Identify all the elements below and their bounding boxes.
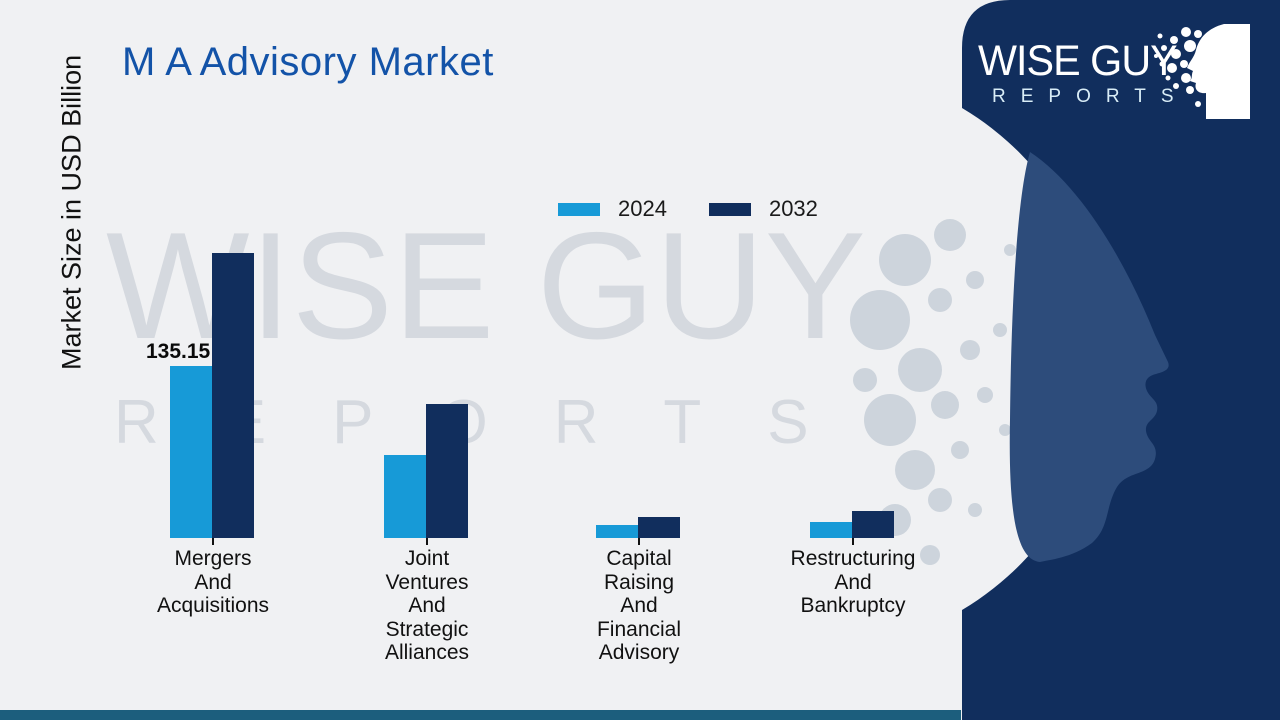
legend-swatch-2024 [558,202,600,216]
logo-title: WISE GUY [978,37,1178,85]
bar-mergers-2024 [170,366,212,538]
category-label-joint-ventures: Joint Ventures And Strategic Alliances [384,547,470,664]
wiseguy-logo: WISE GUY REPORTS [978,37,1189,107]
bar-value-label: 135.15 [146,340,211,363]
face-silhouette [1009,152,1169,562]
logo-subtitle: REPORTS [992,86,1189,107]
x-axis-tick [638,538,640,545]
bar-joint-ventures-2032 [426,404,468,538]
x-axis-tick [212,538,214,545]
bar-mergers-2032 [212,253,254,538]
category-label-mergers: Mergers And Acquisitions [156,547,270,617]
logo-face-icon [1154,24,1250,119]
bar-restructuring-2032 [852,511,894,538]
x-axis-tick [852,538,854,545]
bar-restructuring-2024 [810,522,852,538]
watermark-dot-face [850,219,1016,565]
bar-capital-raising-2024 [596,525,638,538]
category-label-capital-raising: Capital Raising And Financial Advisory [596,547,682,664]
bar-capital-raising-2032 [638,517,680,538]
category-label-restructuring: Restructuring And Bankruptcy [790,547,916,617]
legend-swatch-2032 [708,202,751,216]
bar-joint-ventures-2024 [384,455,426,538]
legend-label-2024: 2024 [618,196,667,221]
x-axis-tick [426,538,428,545]
legend-label-2032: 2032 [768,196,818,221]
page-title: M A Advisory Market [122,40,494,84]
chart-legend: 2024 2032 [558,196,818,222]
bottom-accent-bar [0,710,961,720]
